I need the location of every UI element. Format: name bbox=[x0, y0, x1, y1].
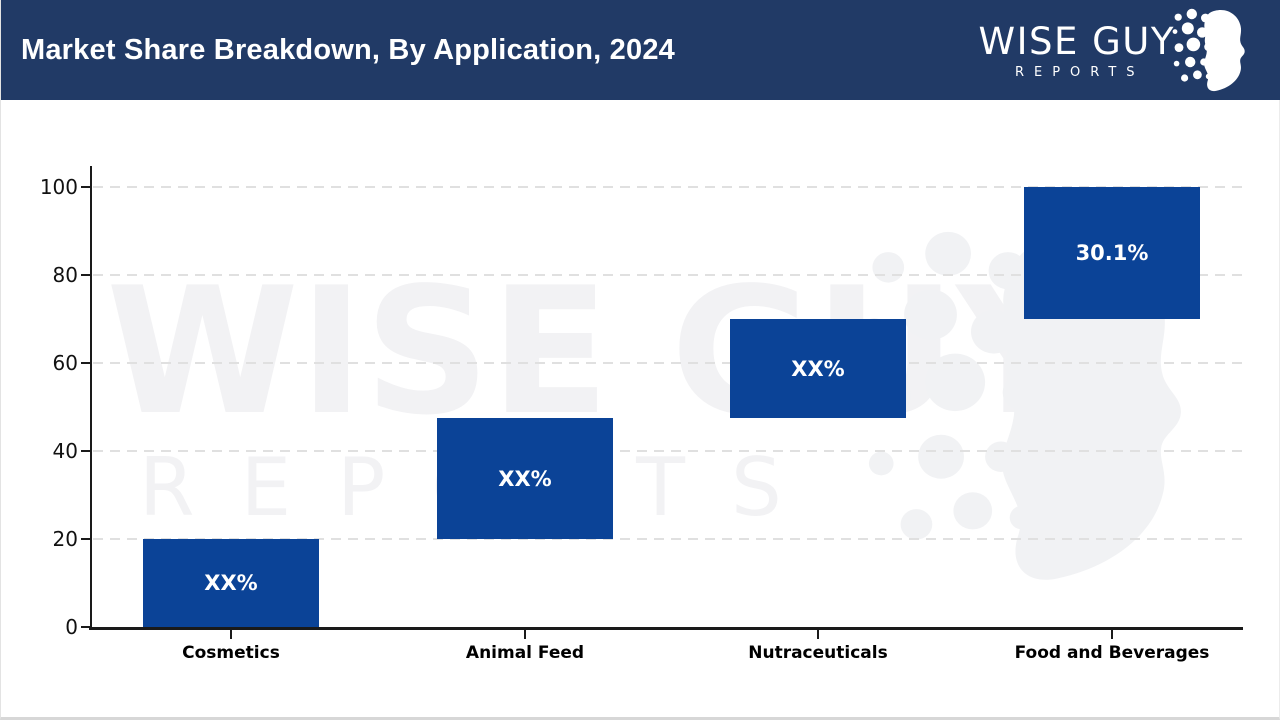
y-tick-label: 100 bbox=[39, 175, 78, 199]
x-tick bbox=[230, 630, 232, 639]
y-tick-label: 0 bbox=[65, 615, 78, 639]
bar: XX% bbox=[143, 539, 319, 627]
brand-logo: WISE GUY REPORTS bbox=[979, 0, 1280, 100]
bar: XX% bbox=[730, 319, 906, 418]
x-category-label: Food and Beverages bbox=[1014, 643, 1210, 663]
x-category-label: Cosmetics bbox=[182, 643, 280, 663]
logo-text-block: WISE GUY REPORTS bbox=[979, 20, 1175, 80]
y-tick-label: 40 bbox=[52, 439, 78, 463]
header: Market Share Breakdown, By Application, … bbox=[1, 0, 1280, 100]
page-title: Market Share Breakdown, By Application, … bbox=[21, 33, 675, 66]
y-tick bbox=[81, 538, 91, 540]
x-category-label: Animal Feed bbox=[465, 643, 585, 663]
bar-label: XX% bbox=[204, 571, 258, 595]
x-tick bbox=[817, 630, 819, 639]
gridline bbox=[93, 538, 1243, 540]
logo-wordmark: WISE GUY bbox=[978, 20, 1175, 63]
bar-label: XX% bbox=[498, 466, 552, 491]
logo-subtext: REPORTS bbox=[1014, 65, 1145, 80]
gridline bbox=[93, 274, 1243, 276]
x-axis-line bbox=[89, 627, 1243, 630]
y-tick bbox=[81, 626, 91, 628]
x-tick bbox=[1111, 630, 1113, 639]
bar-label: 30.1% bbox=[1075, 241, 1149, 266]
y-tick bbox=[81, 362, 91, 364]
y-tick bbox=[81, 186, 91, 188]
y-axis-line bbox=[90, 166, 92, 629]
gridline bbox=[93, 450, 1243, 452]
y-tick bbox=[81, 450, 91, 452]
bar: XX% bbox=[437, 418, 613, 539]
chart-area: WISE GUY REPORTS 020406080100XX%Cosmetic… bbox=[1, 100, 1280, 720]
bar-label: XX% bbox=[791, 356, 845, 381]
x-tick bbox=[524, 630, 526, 639]
bar: 30.1% bbox=[1024, 187, 1200, 320]
y-tick bbox=[81, 274, 91, 276]
y-tick-label: 20 bbox=[52, 527, 78, 551]
y-tick-label: 80 bbox=[52, 263, 78, 287]
y-tick-label: 60 bbox=[52, 351, 78, 375]
x-category-label: Nutraceuticals bbox=[748, 643, 888, 663]
gridline bbox=[93, 186, 1243, 188]
logo-face-icon bbox=[1172, 8, 1245, 92]
gridline bbox=[93, 362, 1243, 364]
